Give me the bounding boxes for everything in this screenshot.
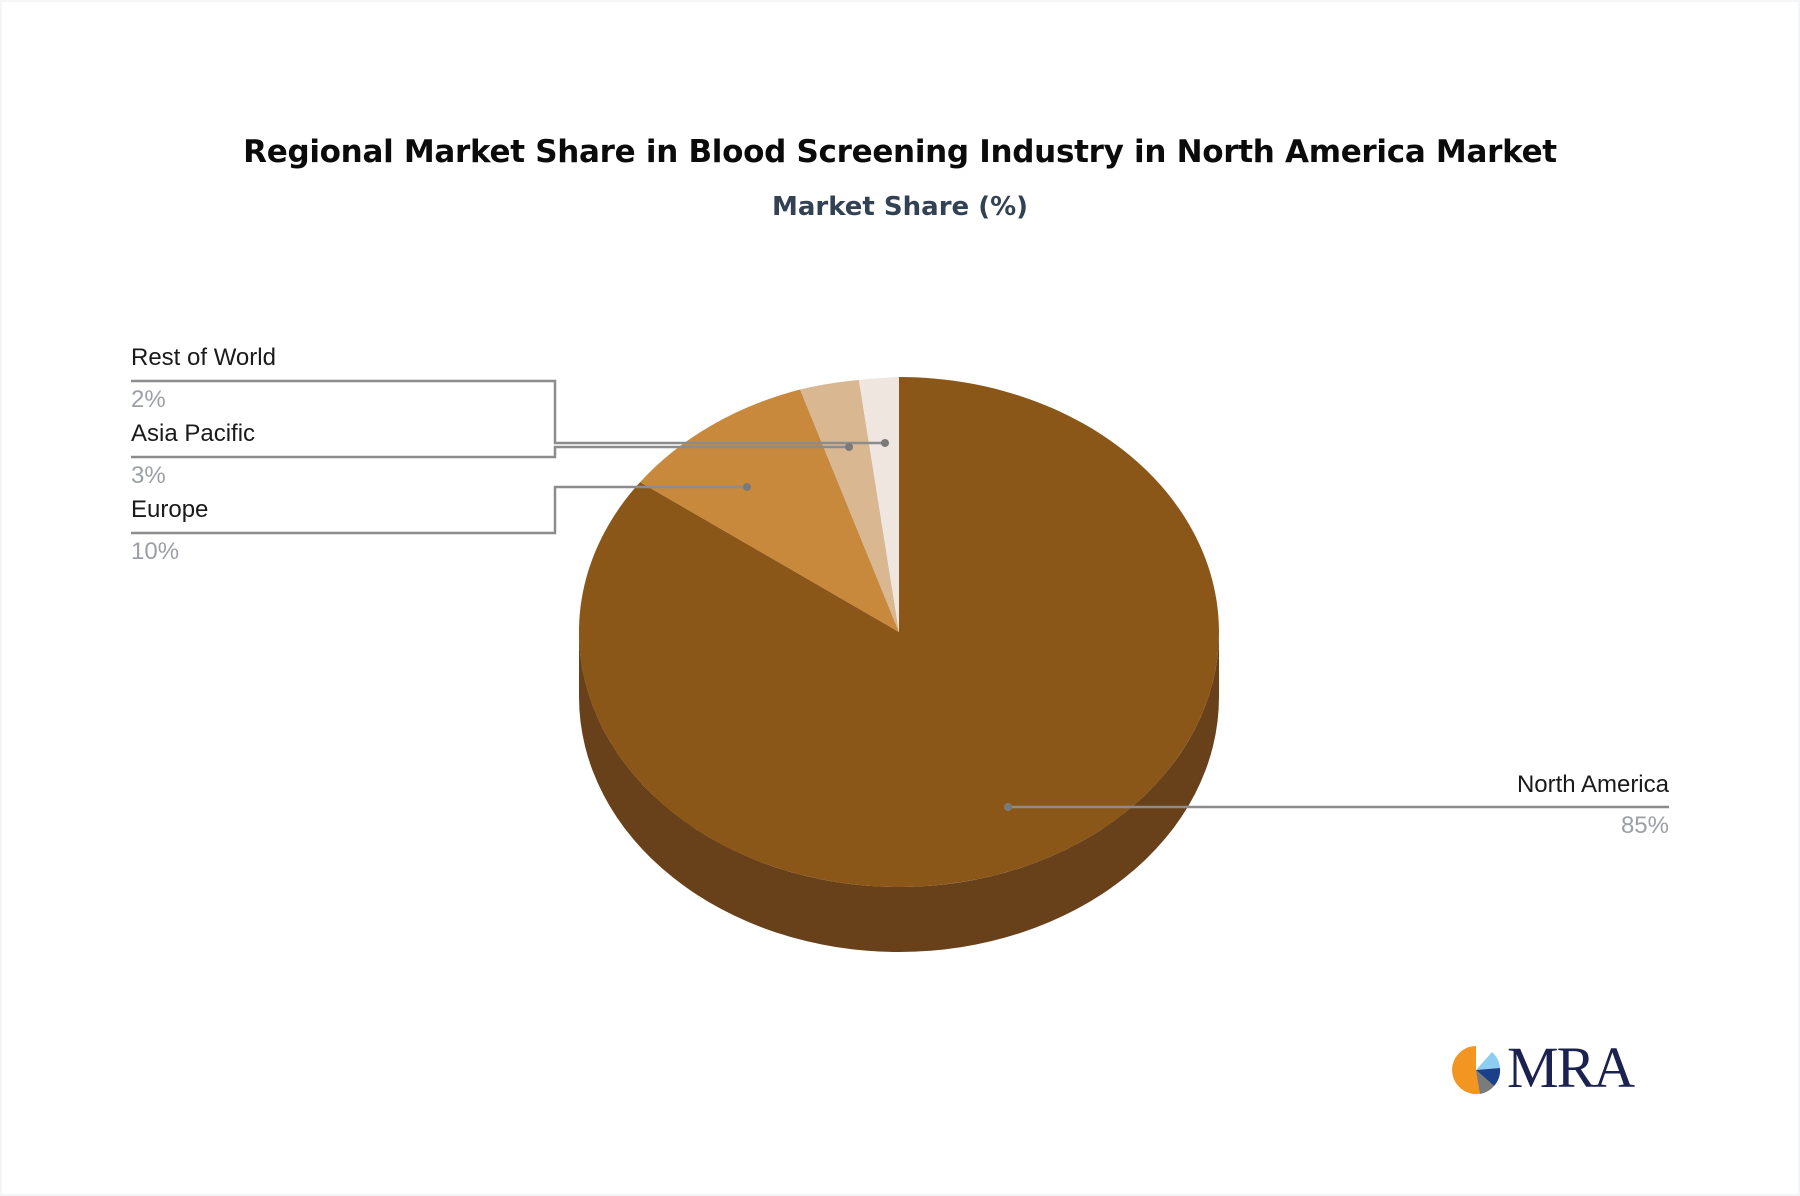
slice-rest-of-world[interactable] xyxy=(858,377,899,632)
label-north-america: North America xyxy=(1516,771,1669,798)
pie-side xyxy=(579,632,1219,952)
leader-line-asia-pacific xyxy=(131,445,849,459)
chart-subtitle: Market Share (%) xyxy=(771,192,1029,222)
leader-dot-europe xyxy=(743,483,751,491)
label-asia-pacific: Asia Pacific xyxy=(131,420,256,447)
value-rest-of-world: 2% xyxy=(131,386,166,413)
label-rest-of-world: Rest of World xyxy=(131,344,276,371)
leader-line-rest-of-world xyxy=(131,379,885,445)
slice-europe[interactable] xyxy=(640,389,899,633)
leader-dot-north-america xyxy=(1004,803,1012,811)
value-asia-pacific: 3% xyxy=(131,462,166,489)
leader-dot-rest-of-world xyxy=(881,439,889,447)
leader-lines xyxy=(131,379,1669,809)
slice-north-america[interactable] xyxy=(578,377,1219,887)
logo-text: MRA xyxy=(1507,1035,1635,1100)
chart-title: Regional Market Share in Blood Screening… xyxy=(243,134,1557,170)
label-europe: Europe xyxy=(131,496,209,523)
value-north-america: 85% xyxy=(1620,812,1669,839)
pie-logo-icon xyxy=(1452,1046,1501,1094)
leader-dots xyxy=(743,439,1012,811)
value-europe: 10% xyxy=(131,538,180,565)
mra-logo: MRA xyxy=(1450,1036,1650,1100)
leader-dot-asia-pacific xyxy=(845,443,853,451)
leader-line-europe xyxy=(131,485,747,535)
